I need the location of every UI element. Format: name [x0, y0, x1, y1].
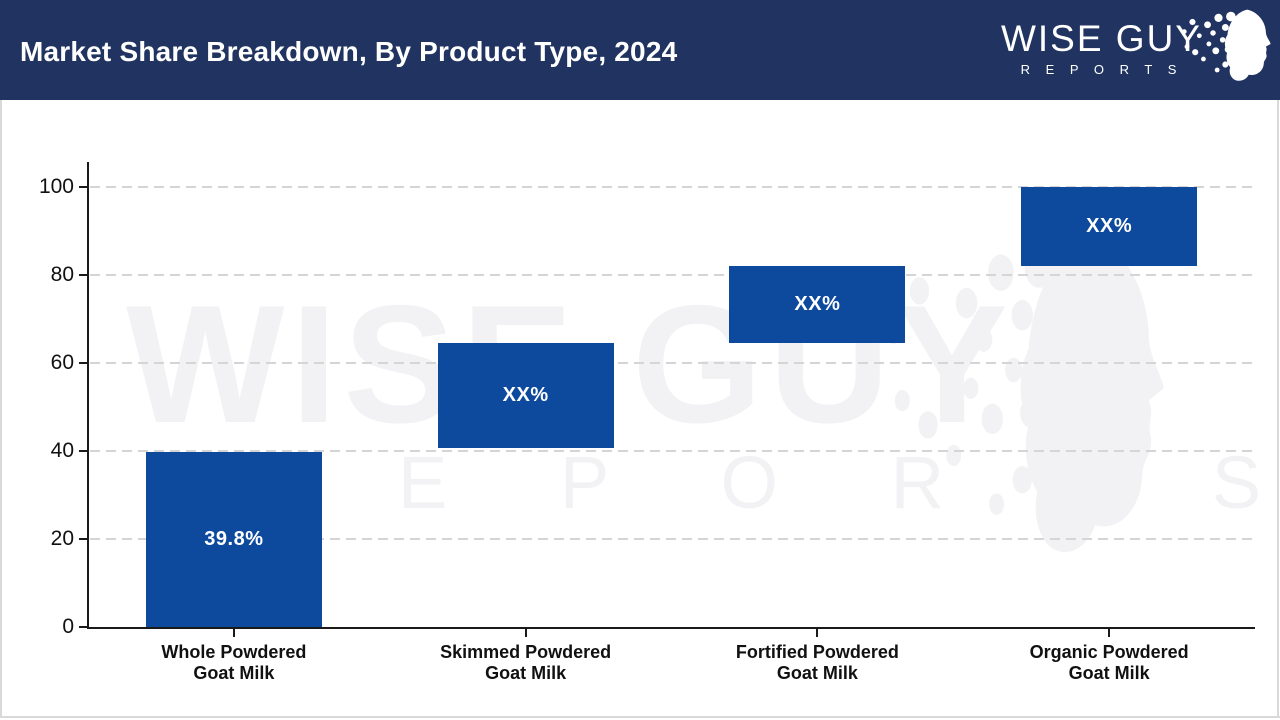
- x-axis-line: [87, 627, 1255, 629]
- gridline-80: [90, 274, 1255, 276]
- y-tick-100: [79, 186, 87, 188]
- page-border-bottom: [0, 716, 1280, 718]
- y-tick-20: [79, 538, 87, 540]
- bar-segment: XX%: [1021, 187, 1198, 267]
- bar-segment: XX%: [437, 343, 614, 449]
- x-tick: [524, 629, 527, 637]
- x-tick: [816, 629, 819, 637]
- x-tick: [1108, 629, 1111, 637]
- y-tick-label-60: 60: [50, 351, 74, 374]
- gridline-60: [90, 362, 1255, 364]
- x-category-label: Organic Powdered Goat Milk: [1029, 642, 1189, 683]
- gridline-40: [90, 450, 1255, 452]
- y-tick-0: [79, 626, 87, 628]
- page-border-right: [1277, 100, 1279, 718]
- gridline-20: [90, 538, 1255, 540]
- logo-subtext: R E P O R T S: [1020, 61, 1183, 77]
- x-tick: [232, 629, 235, 637]
- bar-value-label: 39.8%: [204, 527, 264, 550]
- logo-text-block: WISE GUY R E P O R T S: [1001, 18, 1202, 77]
- y-tick-label-20: 20: [50, 527, 74, 550]
- face-profile-icon: [1181, 9, 1271, 81]
- x-category-label: Whole Powdered Goat Milk: [161, 642, 307, 683]
- bar-value-label: XX%: [1086, 215, 1133, 238]
- y-tick-label-40: 40: [50, 439, 74, 462]
- bar-segment: 39.8%: [145, 451, 322, 627]
- y-tick-60: [79, 362, 87, 364]
- logo-wordmark: WISE GUY: [1000, 17, 1202, 59]
- page-title: Market Share Breakdown, By Product Type,…: [20, 36, 678, 67]
- gridline-100: [90, 186, 1255, 188]
- y-tick-40: [79, 450, 87, 452]
- bar-value-label: XX%: [502, 384, 549, 407]
- page-border-left: [0, 100, 2, 718]
- y-tick-label-0: 0: [62, 615, 74, 638]
- bar-value-label: XX%: [794, 293, 841, 316]
- y-tick-label-80: 80: [50, 263, 74, 286]
- bar-segment: XX%: [729, 266, 906, 344]
- y-tick-label-100: 100: [38, 175, 74, 198]
- y-tick-80: [79, 274, 87, 276]
- x-category-label: Skimmed Powdered Goat Milk: [440, 642, 612, 683]
- header-bar: Market Share Breakdown, By Product Type,…: [0, 0, 1280, 100]
- chart-plot-area: 0 20 40 60 80 100 39.8% Whole Powdered Goat Mil…: [0, 100, 1280, 720]
- y-axis-line: [87, 162, 89, 629]
- brand-logo: WISE GUY R E P O R T S: [1001, 9, 1272, 84]
- x-category-label: Fortified Powdered Goat Milk: [735, 642, 899, 683]
